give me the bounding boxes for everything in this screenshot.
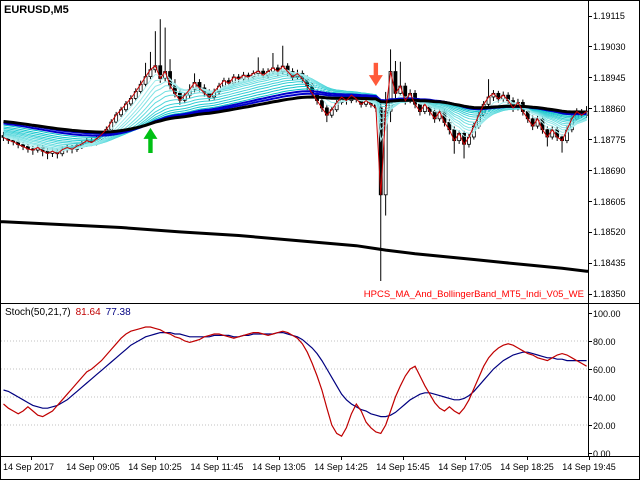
price-scale-tick (588, 46, 592, 48)
stochastic-scale-label: 0.00 (593, 448, 611, 459)
time-axis-label: 14 Sep 09:05 (66, 462, 120, 472)
time-axis-tick (527, 456, 528, 460)
price-scale-label: 1.18605 (593, 196, 626, 207)
stochastic-indicator-label: Stoch(50,21,7) 81.64 77.38 (5, 307, 131, 318)
stochastic-main-line (3, 326, 587, 438)
time-axis-tick (155, 456, 156, 460)
price-scale-label: 1.18860 (593, 103, 626, 114)
time-axis-tick (279, 456, 280, 460)
stochastic-scale-label: 100.00 (593, 308, 621, 319)
stochastic-signal-line (3, 332, 587, 418)
buy-arrow-icon (143, 127, 158, 153)
time-axis-tick (217, 456, 218, 460)
time-axis-label: 14 Sep 14:25 (314, 462, 368, 472)
stochastic-scale-tick (588, 369, 592, 370)
time-axis-tick (341, 456, 342, 460)
price-scale-tick (588, 108, 592, 110)
stochastic-name: Stoch(50,21,7) (5, 307, 71, 318)
black-ma-line (3, 95, 587, 134)
time-axis-label: 14 Sep 19:45 (562, 462, 616, 472)
ma-ribbon-layer (3, 68, 587, 153)
lower-band-line (1, 220, 588, 273)
stochastic-scale-tick (588, 453, 592, 454)
price-scale-label: 1.18520 (593, 227, 626, 238)
time-axis-label: 14 Sep 2017 (3, 462, 55, 472)
stochastic-scale-label: 40.00 (593, 392, 616, 403)
time-axis-tick (31, 456, 32, 460)
price-scale-tick (588, 201, 592, 202)
price-scale-label: 1.18435 (593, 258, 626, 269)
price-axis-border-line (588, 1, 589, 456)
stochastic-value-signal: 77.38 (105, 307, 131, 318)
price-scale-label: 1.18775 (593, 134, 626, 145)
price-scale-tick (588, 293, 592, 295)
main-chart-canvas[interactable] (1, 1, 588, 303)
time-axis-label: 14 Sep 18:25 (500, 462, 554, 472)
price-scale-tick (588, 15, 592, 17)
time-axis-tick (403, 456, 404, 460)
time-axis-label: 14 Sep 11:45 (190, 462, 244, 472)
price-scale-label: 1.19115 (593, 11, 625, 22)
time-axis-label: 14 Sep 17:05 (438, 462, 492, 472)
red-fast-ma-line (3, 64, 587, 195)
time-axis-label: 14 Sep 13:05 (252, 462, 306, 472)
stochastic-scale-label: 60.00 (593, 364, 616, 375)
price-scale-tick (588, 170, 592, 172)
sell-arrow-icon (368, 62, 383, 87)
panel-splitter[interactable] (1, 303, 639, 304)
time-axis-label: 14 Sep 10:25 (128, 462, 182, 472)
stochastic-scale-label: 80.00 (593, 336, 616, 347)
price-scale-tick (588, 262, 592, 264)
price-scale-label: 1.18945 (593, 72, 626, 83)
time-axis-tick (465, 456, 466, 460)
price-scale-tick (588, 77, 592, 79)
stochastic-value-main: 81.64 (75, 307, 101, 318)
time-axis-label: 14 Sep 15:45 (376, 462, 430, 472)
sub-grid-layer (1, 340, 588, 426)
time-axis-tick (93, 456, 94, 460)
price-scale-label: 1.19030 (593, 41, 626, 52)
stochastic-scale-tick (588, 425, 592, 426)
stochastic-scale-tick (588, 341, 592, 342)
price-scale-label: 1.18350 (593, 289, 626, 300)
stochastic-subwindow-canvas[interactable] (1, 304, 588, 456)
ribbon-ma-line (3, 73, 587, 149)
symbol-period-label: EURUSD,M5 (4, 4, 69, 16)
price-scale-tick (588, 231, 592, 233)
stochastic-scale-tick (588, 313, 592, 314)
time-axis-border-line (1, 456, 639, 457)
price-scale-tick (588, 139, 592, 141)
price-scale-label: 1.18690 (593, 165, 626, 176)
stochastic-scale-label: 20.00 (593, 420, 616, 431)
indicator-watermark: HPCS_MA_And_BollingerBand_MT5_Indi_V05_W… (363, 289, 584, 300)
time-axis[interactable]: 14 Sep 2017 14 Sep 09:05 14 Sep 10:25 14 Se… (1, 456, 639, 479)
time-axis-tick (589, 456, 590, 460)
price-axis[interactable]: 1.19115 1.19030 1.18945 1.18860 1.18775 1.186… (588, 1, 639, 459)
stochastic-scale-tick (588, 397, 592, 398)
